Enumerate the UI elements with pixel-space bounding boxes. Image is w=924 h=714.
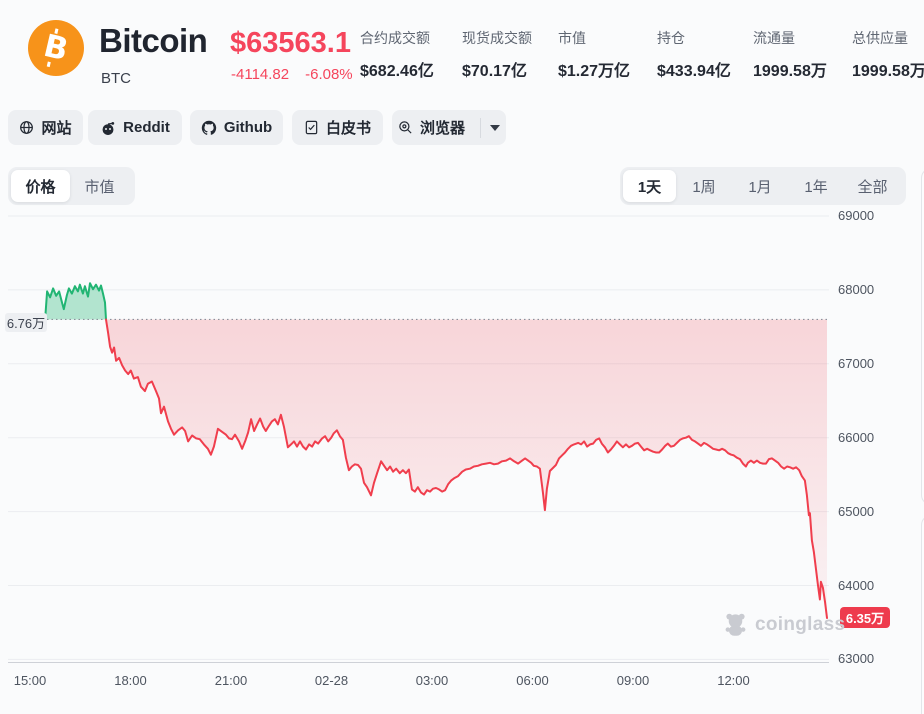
coinglass-wordmark: coinglass [755, 613, 846, 635]
stat-value: $433.94亿 [657, 63, 731, 80]
price-chart[interactable] [8, 210, 829, 670]
x-tick-label: 09:00 [616, 673, 650, 688]
website-label: 网站 [41, 120, 72, 137]
y-tick-label: 69000 [838, 208, 875, 223]
reddit-label: Reddit [123, 119, 170, 136]
price-change-pct: -6.08% [305, 66, 353, 83]
explorer-label: 浏览器 [419, 120, 465, 137]
range-1w[interactable]: 1周 [692, 178, 716, 196]
reddit-icon [102, 121, 115, 135]
x-tick-label: 03:00 [415, 673, 449, 688]
coin-price: $63563.1 [230, 27, 351, 59]
whitepaper-button[interactable]: 白皮书 [292, 110, 383, 145]
x-tick-label: 18:00 [114, 673, 147, 688]
range-1d[interactable]: 1天 [623, 170, 676, 202]
price-change: -4114.82 -6.08% [231, 66, 353, 83]
coin-name: Bitcoin [99, 22, 208, 59]
tab-price[interactable]: 价格 [11, 170, 70, 202]
stat-label: 市值 [558, 30, 586, 46]
baseline-price-label: 6.76万 [5, 313, 47, 332]
y-tick-label: 64000 [838, 577, 875, 593]
y-tick-label: 66000 [838, 429, 875, 445]
github-label: Github [223, 119, 273, 136]
stat-value: $682.46亿 [360, 63, 434, 80]
y-tick-label: 68000 [838, 281, 875, 297]
globe-icon [20, 121, 34, 134]
y-tick-label: 65000 [838, 503, 875, 519]
price-change-abs: -4114.82 [231, 66, 290, 83]
explorer-icon [399, 121, 412, 134]
coinglass-watermark: coinglass [722, 611, 845, 638]
stat-label: 持仓 [657, 30, 685, 46]
github-button[interactable]: Github [190, 110, 283, 145]
time-range-selector: 1天 1周 1月 1年 全部 [620, 167, 906, 205]
coin-symbol: BTC [101, 70, 131, 87]
x-tick-label: 15:00 [13, 673, 47, 688]
x-tick-label: 06:00 [516, 673, 549, 688]
stat-label: 总供应量 [852, 30, 908, 46]
chart-type-tabs: 价格 市值 [8, 167, 135, 205]
y-tick-label: 67000 [838, 355, 875, 371]
last-price-badge: 6.35万 [840, 607, 890, 628]
stat-label: 现货成交额 [462, 30, 532, 46]
range-1m[interactable]: 1月 [748, 178, 772, 196]
x-tick-label: 02-28 [314, 673, 349, 688]
stat-label: 合约成交额 [360, 30, 430, 46]
stat-value: $70.17亿 [462, 63, 527, 80]
stat-value: $1.27万亿 [558, 63, 631, 80]
range-all[interactable]: 全部 [857, 178, 888, 196]
x-tick-label: 21:00 [214, 673, 248, 688]
bitcoin-icon: B [40, 27, 72, 68]
tab-marketcap[interactable]: 市值 [84, 178, 115, 196]
chevron-down-icon[interactable] [490, 124, 500, 131]
y-tick-label: 63000 [838, 651, 875, 667]
github-icon [201, 120, 217, 135]
whitepaper-label: 白皮书 [325, 120, 371, 137]
bitcoin-logo: B [28, 20, 84, 76]
reddit-button[interactable]: Reddit [88, 110, 182, 145]
website-button[interactable]: 网站 [8, 110, 83, 145]
x-tick-label: 12:00 [717, 673, 750, 688]
range-1y[interactable]: 1年 [804, 178, 828, 196]
explorer-button[interactable]: 浏览器 [392, 110, 506, 145]
stat-value: 1999.58万 [753, 63, 827, 80]
whitepaper-icon [305, 120, 318, 135]
coinglass-bear-icon [725, 613, 746, 636]
pill-divider [480, 117, 481, 138]
stat-value: 1999.58万 [852, 63, 924, 80]
stat-label: 流通量 [753, 30, 795, 46]
